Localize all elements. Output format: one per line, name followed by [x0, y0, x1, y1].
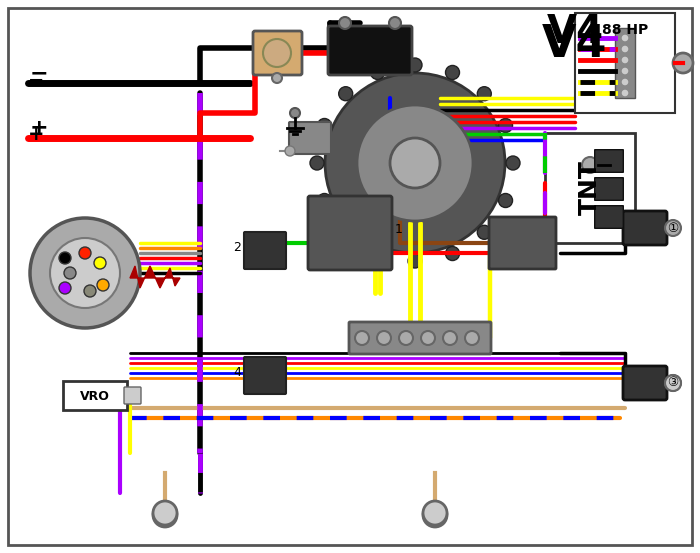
Circle shape — [59, 252, 71, 264]
FancyBboxPatch shape — [289, 122, 331, 154]
Text: V4: V4 — [547, 13, 603, 51]
Circle shape — [59, 282, 71, 294]
Circle shape — [665, 375, 681, 391]
FancyBboxPatch shape — [253, 31, 302, 75]
Circle shape — [389, 17, 401, 29]
FancyBboxPatch shape — [489, 217, 556, 269]
Text: −: − — [30, 63, 48, 83]
Text: VRO: VRO — [80, 389, 110, 403]
Circle shape — [64, 267, 76, 279]
FancyBboxPatch shape — [124, 387, 141, 404]
Text: −: − — [28, 70, 44, 90]
FancyBboxPatch shape — [328, 26, 412, 75]
Circle shape — [318, 118, 332, 133]
Circle shape — [408, 254, 422, 268]
FancyBboxPatch shape — [308, 196, 392, 270]
FancyBboxPatch shape — [575, 13, 675, 113]
Circle shape — [621, 56, 629, 64]
Circle shape — [423, 501, 447, 525]
Text: +: + — [30, 118, 48, 138]
Circle shape — [79, 247, 91, 259]
FancyBboxPatch shape — [349, 322, 491, 354]
Text: ①: ① — [667, 222, 678, 234]
Circle shape — [310, 156, 324, 170]
Circle shape — [506, 156, 520, 170]
Circle shape — [355, 331, 369, 345]
Text: 2: 2 — [233, 241, 241, 254]
Circle shape — [498, 118, 512, 133]
Text: ③: ③ — [667, 377, 678, 389]
Circle shape — [465, 331, 479, 345]
Circle shape — [50, 238, 120, 308]
Circle shape — [445, 65, 459, 80]
Circle shape — [290, 108, 300, 118]
Circle shape — [445, 247, 459, 260]
FancyBboxPatch shape — [244, 357, 286, 394]
Text: V4: V4 — [542, 23, 608, 66]
Circle shape — [621, 78, 629, 86]
Circle shape — [621, 67, 629, 75]
Text: 1: 1 — [395, 223, 403, 236]
Circle shape — [621, 45, 629, 53]
Circle shape — [477, 225, 491, 239]
Circle shape — [339, 225, 353, 239]
Circle shape — [399, 331, 413, 345]
Circle shape — [665, 375, 681, 391]
FancyBboxPatch shape — [595, 178, 623, 200]
FancyBboxPatch shape — [623, 366, 667, 400]
Text: TNT: TNT — [578, 160, 602, 216]
Circle shape — [370, 65, 384, 80]
Circle shape — [153, 503, 177, 527]
Text: +: + — [28, 126, 45, 144]
Circle shape — [357, 105, 473, 221]
FancyBboxPatch shape — [244, 232, 286, 269]
Bar — [615, 28, 635, 98]
FancyBboxPatch shape — [623, 211, 667, 245]
Text: 88 HP: 88 HP — [602, 23, 648, 37]
Circle shape — [673, 53, 693, 73]
Circle shape — [498, 194, 512, 207]
Circle shape — [325, 73, 505, 253]
Circle shape — [339, 17, 351, 29]
Circle shape — [423, 503, 447, 527]
Circle shape — [97, 279, 109, 291]
Circle shape — [443, 331, 457, 345]
FancyBboxPatch shape — [545, 133, 635, 243]
FancyBboxPatch shape — [595, 150, 623, 173]
Circle shape — [153, 501, 177, 525]
Circle shape — [370, 247, 384, 260]
Circle shape — [621, 34, 629, 42]
Circle shape — [285, 146, 295, 156]
Circle shape — [339, 87, 353, 101]
Circle shape — [94, 257, 106, 269]
Circle shape — [84, 285, 96, 297]
Circle shape — [390, 138, 440, 188]
Circle shape — [477, 87, 491, 101]
FancyBboxPatch shape — [63, 381, 127, 410]
Text: 4: 4 — [233, 366, 241, 379]
Polygon shape — [130, 266, 180, 288]
Circle shape — [408, 58, 422, 72]
Circle shape — [621, 89, 629, 97]
Circle shape — [377, 331, 391, 345]
Circle shape — [272, 73, 282, 83]
Circle shape — [263, 39, 291, 67]
Circle shape — [421, 331, 435, 345]
FancyBboxPatch shape — [595, 206, 623, 228]
Circle shape — [318, 194, 332, 207]
Circle shape — [582, 157, 598, 173]
Circle shape — [30, 218, 140, 328]
Circle shape — [665, 220, 681, 236]
